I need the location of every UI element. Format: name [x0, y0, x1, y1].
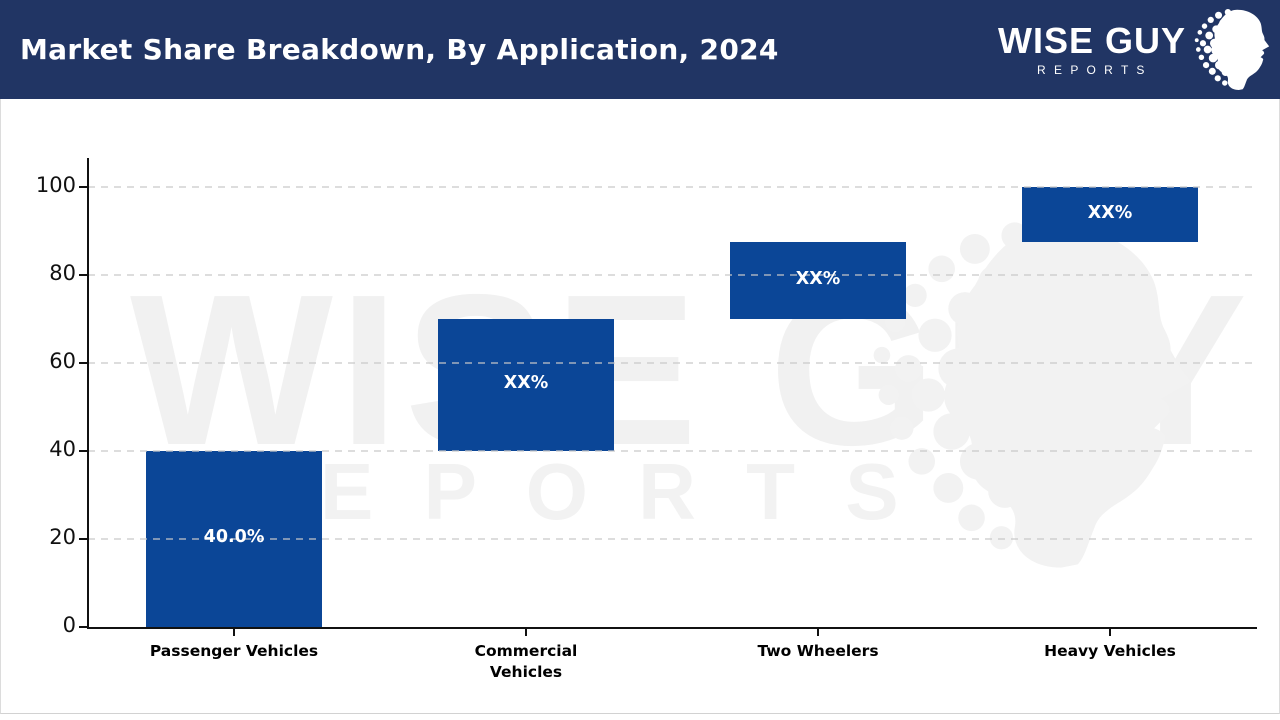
x-tick-mark: [1109, 629, 1111, 636]
brand-logo: WISE GUY R E P O R T S: [998, 0, 1270, 99]
brand-head-icon: [1192, 9, 1270, 90]
watermark-sub-wordmark: R E P O R T S: [212, 447, 913, 536]
y-tick-mark: [79, 450, 87, 452]
gridline: [88, 186, 1256, 188]
x-tick-mark: [817, 629, 819, 636]
bar-value-label: 40.0%: [203, 527, 265, 547]
gridline: [88, 362, 1256, 364]
y-tick-mark: [79, 626, 87, 628]
y-tick-label: 100: [35, 173, 76, 197]
y-tick-label: 0: [62, 613, 76, 637]
y-tick-label: 40: [49, 437, 76, 461]
x-tick-mark: [233, 629, 235, 636]
bar-segment: [438, 319, 614, 451]
x-axis-line: [87, 627, 1257, 629]
y-tick-mark: [79, 538, 87, 540]
brand-sub-wordmark: R E P O R T S: [1037, 62, 1147, 77]
gridline: [88, 450, 1256, 452]
gridline: [88, 274, 1256, 276]
y-tick-mark: [79, 186, 87, 188]
brand-wordmark: WISE GUY: [997, 19, 1186, 61]
y-axis-line: [87, 158, 89, 629]
y-tick-mark: [79, 362, 87, 364]
x-category-label: Two Wheelers: [757, 642, 879, 660]
header-bar: Market Share Breakdown, By Application, …: [0, 0, 1280, 99]
page-title: Market Share Breakdown, By Application, …: [20, 33, 779, 66]
y-tick-label: 20: [49, 525, 76, 549]
brand-logo-text: WISE GUY R E P O R T S: [997, 19, 1186, 77]
x-category-label: Commercial Vehicles: [474, 642, 578, 681]
y-tick-label: 60: [49, 349, 76, 373]
bar-segment: [730, 242, 906, 319]
y-tick-label: 80: [49, 261, 76, 285]
y-tick-mark: [79, 274, 87, 276]
x-category-label: Heavy Vehicles: [1044, 642, 1176, 660]
bar-value-label: XX%: [795, 268, 841, 289]
x-tick-mark: [525, 629, 527, 636]
bar-segment: [1022, 187, 1198, 242]
x-category-label: Passenger Vehicles: [149, 642, 319, 660]
bar-value-label: XX%: [503, 373, 549, 393]
gridline: [88, 538, 1256, 540]
bar-value-label: XX%: [1087, 202, 1133, 223]
